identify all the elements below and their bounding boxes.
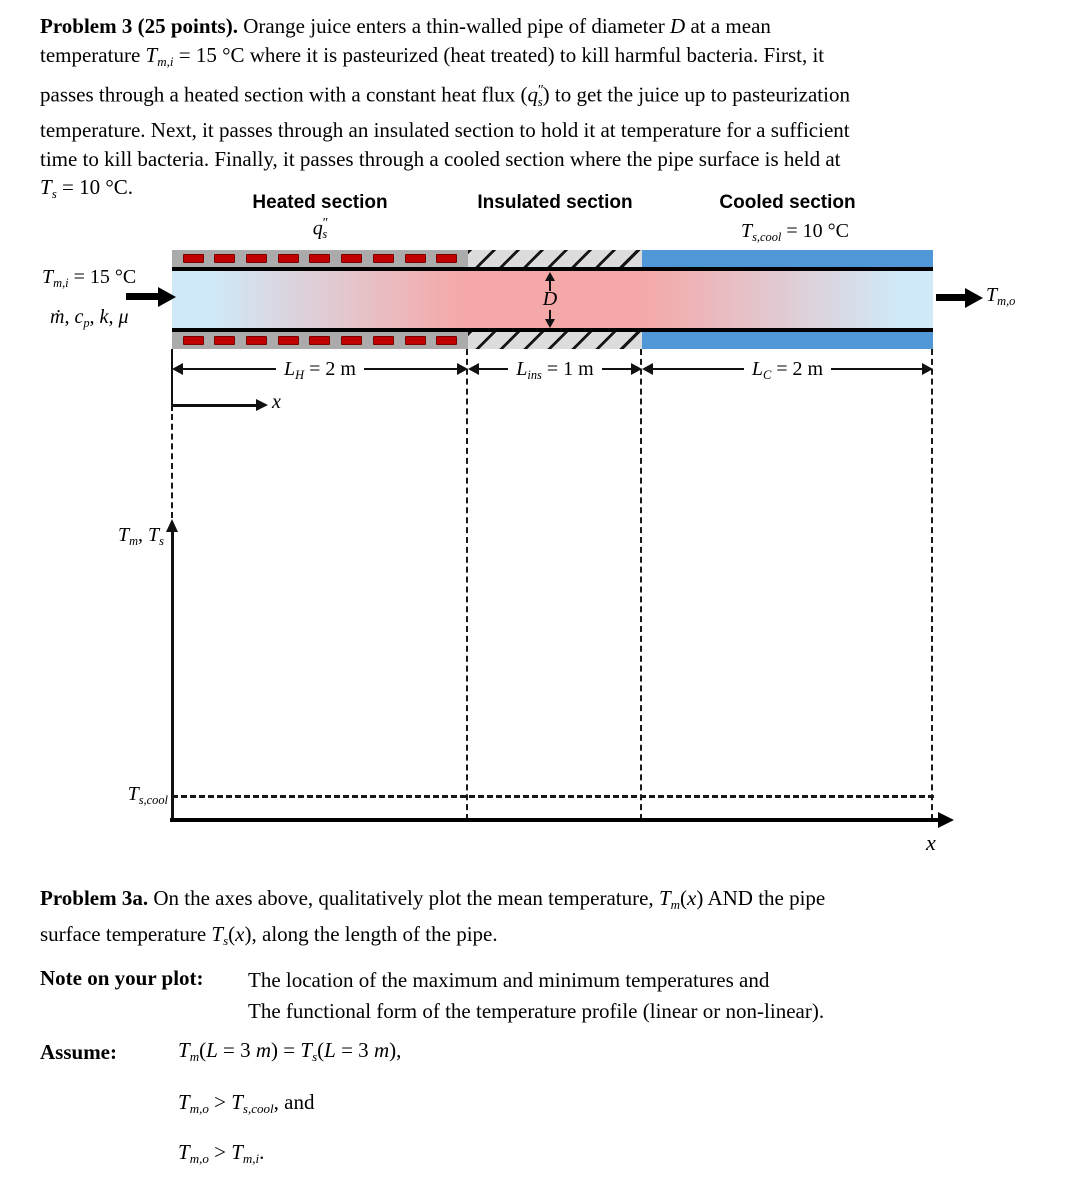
x-origin-arrow-line — [172, 404, 258, 407]
insulation-band-top — [468, 250, 642, 267]
heater-band-top — [172, 250, 468, 267]
diameter-arrow-up-icon — [545, 272, 555, 281]
problem-3a-statement: Problem 3a. On the axes above, qualitati… — [40, 886, 826, 948]
assume-equation-2: Tm,o > Ts,cool, and — [178, 1090, 315, 1117]
diameter-arrow-line-bottom — [549, 310, 551, 321]
heater-dash — [214, 336, 236, 345]
dimension-insulated: Lins = 1 m — [468, 355, 642, 383]
heater-band-bottom — [172, 332, 468, 349]
extension-line-origin — [171, 349, 173, 411]
boundary-dashed-insulated-end — [640, 349, 642, 820]
cooled-section-label: Cooled section — [719, 192, 856, 213]
pipe-wall-bottom — [172, 328, 933, 332]
heater-dash — [246, 336, 268, 345]
pipe-diagram: Heated section Insulated section Cooled … — [42, 192, 1016, 820]
heated-section-label: Heated section — [252, 192, 388, 213]
diameter-arrow-down-icon — [545, 319, 555, 328]
dimension-cooled-label: LC = 2 m — [743, 358, 832, 382]
heater-dash — [182, 254, 204, 263]
cooling-band-top — [642, 250, 933, 267]
dim-arrow-left-icon — [642, 363, 653, 375]
y-axis-arrow-icon — [165, 519, 178, 532]
heater-dash — [277, 254, 299, 263]
x-axis-label: x — [926, 830, 936, 855]
boundary-dashed-pipe-end — [931, 349, 933, 820]
heater-dash — [214, 254, 236, 263]
y-axis-label: Tm, Ts — [117, 524, 164, 548]
heater-dash — [372, 254, 394, 263]
diameter-arrow-line-top — [549, 280, 551, 291]
dim-arrow-left-icon — [468, 363, 479, 375]
pipe-wall-top — [172, 267, 933, 271]
heater-dash — [246, 254, 268, 263]
temperature-plot-axes: Tm, Ts Ts,cool x — [0, 500, 1070, 870]
dim-arrow-left-icon — [172, 363, 183, 375]
heater-dash — [309, 336, 331, 345]
insulation-band-bottom — [468, 332, 642, 349]
note-line-2: The functional form of the temperature p… — [248, 999, 825, 1023]
dimension-heated-label: LH = 2 m — [276, 358, 364, 382]
heater-dash — [309, 254, 331, 263]
cooling-band-bottom — [642, 332, 933, 349]
insulated-section-label: Insulated section — [477, 192, 633, 213]
assume-equation-1: Tm(L = 3 m) = Ts(L = 3 m), — [178, 1038, 402, 1065]
heater-elements-bottom — [172, 332, 468, 349]
inlet-flow-arrow-icon — [158, 286, 176, 307]
heater-dash — [341, 336, 363, 345]
x-origin-label: x — [272, 391, 281, 413]
boundary-dashed-origin — [171, 414, 173, 518]
ts-cool-dashed-line — [172, 795, 934, 798]
inlet-temp-label: Tm,i = 15 °C — [42, 266, 137, 290]
heater-dash — [341, 254, 363, 263]
dim-arrow-right-icon — [922, 363, 933, 375]
outlet-temp-label: Tm,o — [986, 284, 1016, 308]
x-axis-line — [170, 818, 940, 822]
y-axis-line — [170, 531, 174, 822]
note-label: Note on your plot: — [40, 966, 204, 990]
dim-arrow-right-icon — [457, 363, 468, 375]
assume-equation-3: Tm,o > Tm,i. — [178, 1140, 265, 1167]
heater-dash — [436, 336, 458, 345]
heater-dash — [277, 336, 299, 345]
dimension-cooled: LC = 2 m — [642, 355, 933, 383]
dim-arrow-right-icon — [631, 363, 642, 375]
assume-label: Assume: — [40, 1040, 117, 1064]
note-line-1: The location of the maximum and minimum … — [248, 968, 770, 992]
outlet-flow-arrow-line — [936, 294, 967, 301]
heater-elements-top — [172, 250, 468, 267]
heater-dash — [436, 254, 458, 263]
heat-flux-label: q″s — [312, 215, 329, 242]
ts-cool-axis-label: Ts,cool — [127, 783, 168, 807]
x-origin-arrow-icon — [256, 399, 268, 411]
x-axis-arrow-icon — [938, 812, 954, 828]
inlet-flow-arrow-line — [126, 293, 160, 300]
outlet-flow-arrow-icon — [965, 287, 983, 308]
dimension-heated: LH = 2 m — [172, 355, 468, 383]
fluid-properties-label: ṁ, cp, k, μ — [50, 306, 129, 330]
heater-dash — [372, 336, 394, 345]
problem-statement: Problem 3 (25 points). Orange juice ente… — [40, 14, 850, 202]
cooled-surface-temp-label: Ts,cool = 10 °C — [740, 220, 849, 244]
boundary-dashed-heated-end — [466, 349, 468, 820]
heater-dash — [182, 336, 204, 345]
diameter-label: D — [542, 288, 558, 310]
heater-dash — [404, 336, 426, 345]
dimension-insulated-label: Lins = 1 m — [508, 358, 602, 382]
heater-dash — [404, 254, 426, 263]
